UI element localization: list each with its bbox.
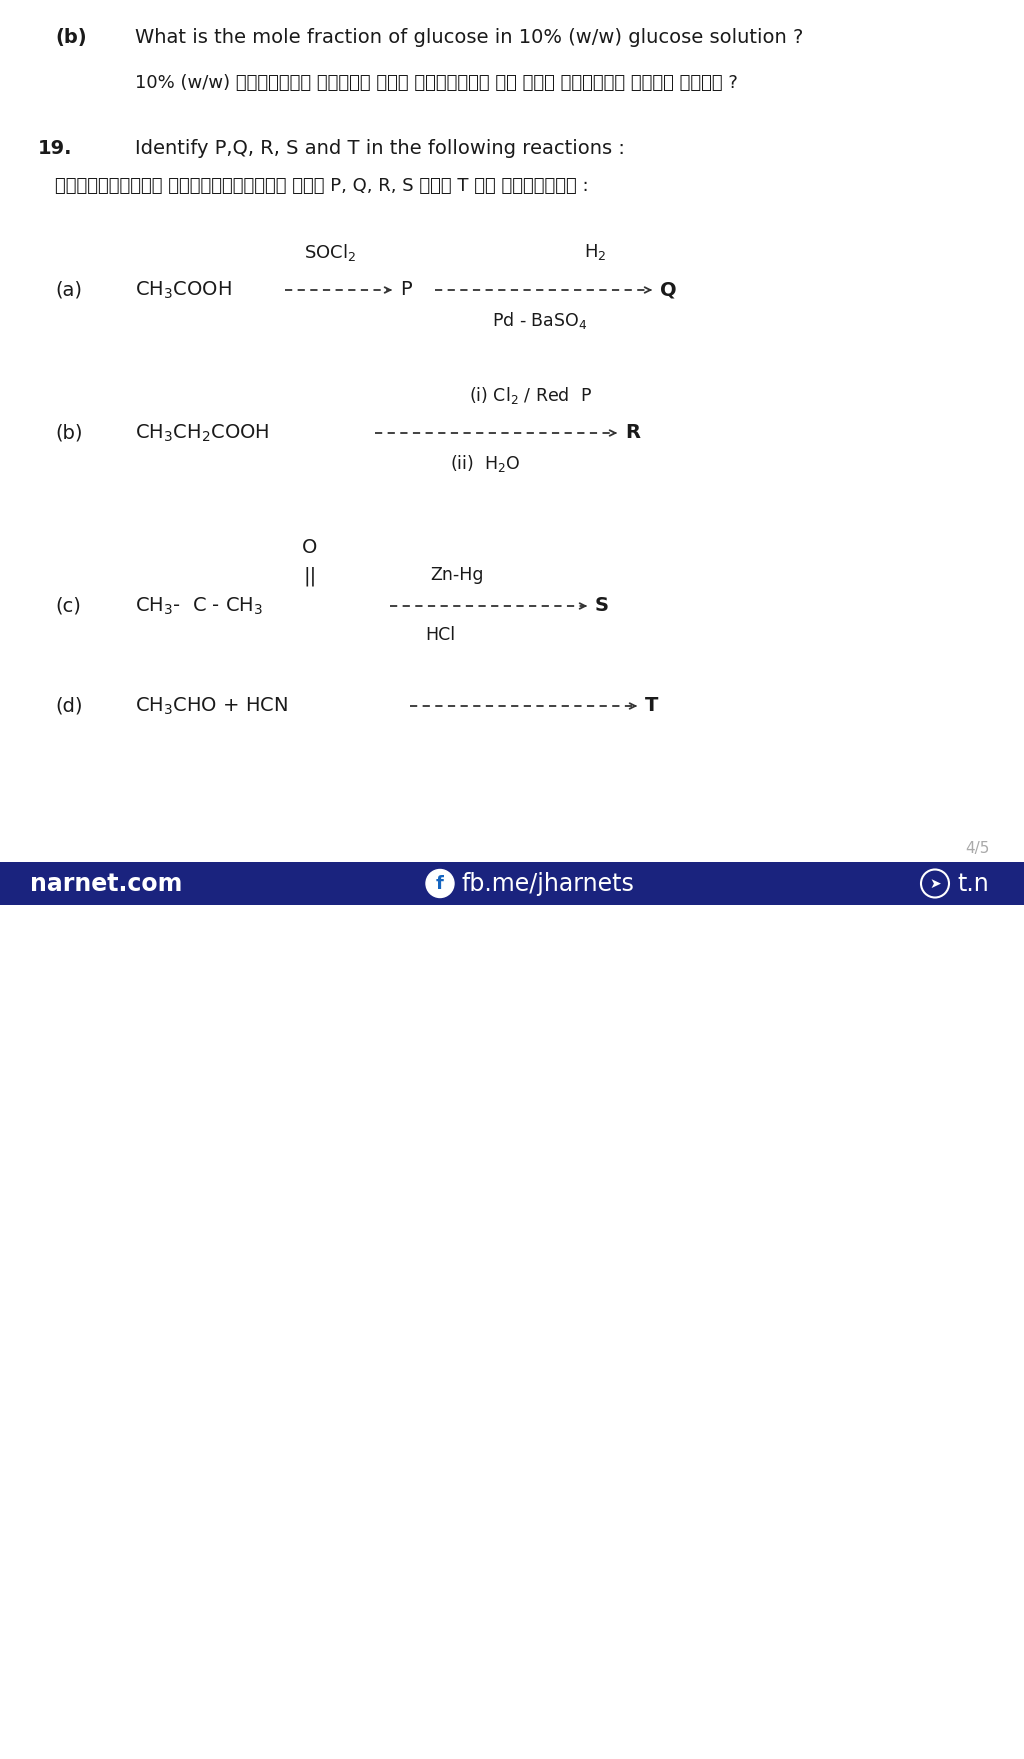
Text: S: S [595, 596, 609, 616]
Text: HCl: HCl [425, 626, 455, 644]
Text: ||: || [303, 566, 316, 586]
Text: Identify P,Q, R, S and T in the following reactions :: Identify P,Q, R, S and T in the followin… [135, 139, 625, 158]
Text: (ii)  H$_2$O: (ii) H$_2$O [450, 454, 520, 473]
Text: (c): (c) [55, 596, 81, 616]
Text: निम्नलिखित अभिक्रियाओं में P, Q, R, S एवं T को पहचानें :: निम्नलिखित अभिक्रियाओं में P, Q, R, S एव… [55, 178, 589, 195]
Text: 19.: 19. [38, 139, 73, 158]
Text: CH$_3$CH$_2$COOH: CH$_3$CH$_2$COOH [135, 422, 269, 445]
Text: (d): (d) [55, 697, 83, 714]
Text: (b): (b) [55, 422, 83, 442]
Text: CH$_3$-  C - CH$_3$: CH$_3$- C - CH$_3$ [135, 596, 263, 617]
Text: (i) Cl$_2$ / Red  P: (i) Cl$_2$ / Red P [469, 385, 592, 406]
Bar [0, 862, 1024, 904]
Text: H$_2$: H$_2$ [584, 243, 606, 262]
Text: O: O [302, 538, 317, 558]
Text: t.n: t.n [957, 871, 989, 895]
Text: SOCl$_2$: SOCl$_2$ [304, 243, 356, 264]
Text: fb.me/jharnets: fb.me/jharnets [462, 871, 635, 895]
Text: CH$_3$CHO + HCN: CH$_3$CHO + HCN [135, 697, 288, 718]
Text: 4/5: 4/5 [966, 841, 990, 857]
Text: ➤: ➤ [929, 876, 941, 890]
Text: Q: Q [660, 280, 677, 299]
Text: P: P [400, 280, 412, 299]
Text: (a): (a) [55, 280, 82, 299]
Text: CH$_3$COOH: CH$_3$COOH [135, 280, 231, 301]
Text: f: f [436, 874, 444, 892]
Circle shape [426, 869, 454, 897]
Text: Pd - BaSO$_4$: Pd - BaSO$_4$ [493, 310, 588, 331]
Text: (b): (b) [55, 28, 87, 47]
Text: Zn-Hg: Zn-Hg [430, 566, 483, 584]
Text: What is the mole fraction of glucose in 10% (w/w) glucose solution ?: What is the mole fraction of glucose in … [135, 28, 804, 47]
Text: R: R [625, 422, 640, 442]
Text: 10% (w/w) ग्लूकोज विलयन में ग्लूकोज का मोल प्रभाज क्या होगा ?: 10% (w/w) ग्लूकोज विलयन में ग्लूकोज का म… [135, 74, 738, 91]
Text: T: T [645, 697, 658, 714]
Text: narnet.com: narnet.com [30, 871, 182, 895]
